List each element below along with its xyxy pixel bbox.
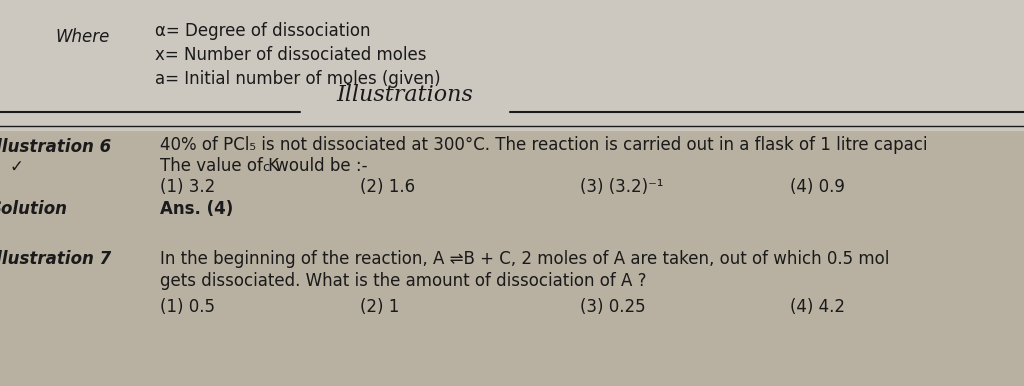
- Text: (3) (3.2)⁻¹: (3) (3.2)⁻¹: [580, 178, 664, 196]
- Text: (2) 1: (2) 1: [360, 298, 399, 316]
- Text: Illustration 6: Illustration 6: [0, 138, 112, 156]
- Text: ✓: ✓: [10, 158, 24, 176]
- Text: (4) 4.2: (4) 4.2: [790, 298, 845, 316]
- Text: gets dissociated. What is the amount of dissociation of A ?: gets dissociated. What is the amount of …: [160, 272, 646, 290]
- Text: (3) 0.25: (3) 0.25: [580, 298, 645, 316]
- Text: (4) 0.9: (4) 0.9: [790, 178, 845, 196]
- Text: Illustration 7: Illustration 7: [0, 250, 112, 268]
- Text: The value of K: The value of K: [160, 157, 279, 175]
- Text: (1) 0.5: (1) 0.5: [160, 298, 215, 316]
- Text: Illustrations: Illustrations: [337, 84, 473, 106]
- Text: α= Degree of dissociation: α= Degree of dissociation: [155, 22, 371, 40]
- Text: Where: Where: [55, 28, 110, 46]
- Text: a= Initial number of moles (given): a= Initial number of moles (given): [155, 70, 440, 88]
- Bar: [0, 0, 1024, 130]
- Text: x= Number of dissociated moles: x= Number of dissociated moles: [155, 46, 427, 64]
- Text: 40% of PCl₅ is not dissociated at 300°C. The reaction is carried out in a flask : 40% of PCl₅ is not dissociated at 300°C.…: [160, 136, 928, 154]
- Text: c: c: [262, 161, 269, 174]
- Text: Solution: Solution: [0, 200, 68, 218]
- Text: In the beginning of the reaction, A ⇌B + C, 2 moles of A are taken, out of which: In the beginning of the reaction, A ⇌B +…: [160, 250, 890, 268]
- Text: Ans. (4): Ans. (4): [160, 200, 233, 218]
- Text: (1) 3.2: (1) 3.2: [160, 178, 215, 196]
- Text: would be :-: would be :-: [270, 157, 368, 175]
- Text: (2) 1.6: (2) 1.6: [360, 178, 415, 196]
